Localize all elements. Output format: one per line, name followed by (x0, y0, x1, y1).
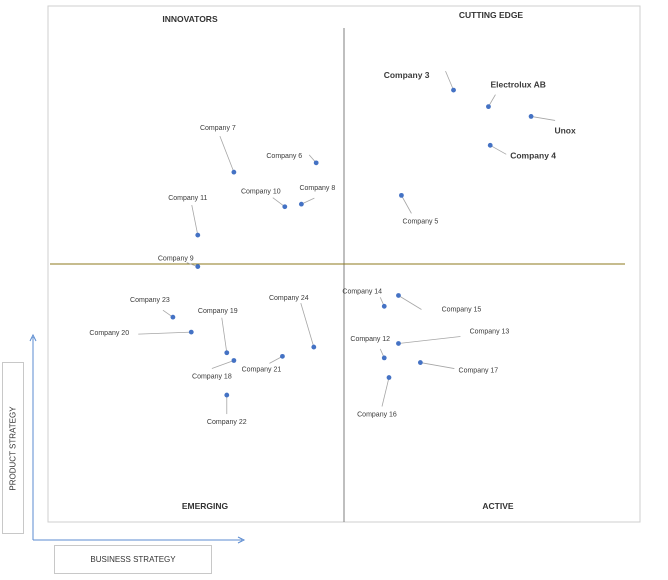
leader-line-company-10 (272, 197, 286, 208)
data-label-company-14: Company 14 (342, 288, 382, 295)
data-label-company-5: Company 5 (403, 218, 439, 225)
data-point-company-4 (487, 142, 493, 148)
data-label-company-11: Company 11 (168, 195, 207, 202)
data-point-company-3 (451, 87, 456, 93)
data-point-company-13 (396, 341, 401, 346)
data-point-company-9 (195, 264, 201, 269)
data-label-company-17: Company 17 (459, 368, 499, 375)
data-point-company-20 (188, 329, 194, 335)
data-label-company-4: Company 4 (510, 150, 556, 160)
data-label-company-3: Company 3 (384, 70, 430, 80)
quadrant-label-active: ACTIVE (482, 501, 514, 511)
leader-line-company-24 (300, 302, 315, 348)
data-label-electrolux-ab: Electrolux AB (490, 80, 545, 90)
data-point-company-17 (417, 360, 423, 365)
data-point-company-8 (298, 201, 304, 207)
data-label-company-22: Company 22 (207, 419, 247, 426)
y-axis-label: PRODUCT STRATEGY (8, 405, 18, 491)
leader-line-company-11 (191, 205, 199, 236)
leader-line-company-3 (445, 70, 454, 91)
leader-line-company-4 (490, 144, 507, 155)
data-label-company-16: Company 16 (357, 412, 397, 419)
leader-line-company-20 (138, 331, 192, 335)
data-point-company-18 (231, 358, 237, 363)
leader-line-company-16 (381, 377, 390, 407)
data-label-company-12: Company 12 (350, 336, 390, 343)
data-label-company-8: Company 8 (299, 185, 335, 192)
quadrant-label-cutting-edge: CUTTING EDGE (459, 10, 524, 20)
data-point-company-10 (282, 204, 288, 210)
data-label-company-24: Company 24 (269, 295, 309, 302)
data-point-company-21 (280, 353, 285, 359)
data-point-company-7 (231, 169, 237, 175)
data-label-company-23: Company 23 (130, 297, 170, 304)
x-axis-arrowhead (237, 536, 246, 544)
data-point-company-5 (399, 192, 404, 198)
data-point-company-12 (381, 355, 387, 361)
data-label-company-18: Company 18 (192, 373, 232, 380)
y-axis-arrowhead (29, 333, 37, 342)
data-label-company-6: Company 6 (266, 153, 302, 160)
points-layer: Company 3 Electrolux AB Unox Company 4 Compa… (89, 70, 576, 426)
data-label-company-7: Company 7 (200, 125, 236, 132)
data-label-company-9: Company 9 (158, 256, 194, 263)
data-label-company-20: Company 20 (89, 330, 129, 337)
y-axis-label-box: PRODUCT STRATEGY (2, 362, 24, 534)
data-label-company-21: Company 21 (242, 366, 282, 373)
x-axis-label-box: BUSINESS STRATEGY (54, 545, 212, 574)
leader-line-company-5 (401, 195, 412, 214)
data-point-company-15 (396, 293, 401, 298)
data-point-company-6 (313, 160, 319, 166)
quadrant-label-emerging: EMERGING (182, 501, 229, 511)
quadrant-label-innovators: INNOVATORS (162, 14, 218, 24)
data-point-company-24 (311, 344, 317, 350)
leader-line-company-7 (219, 136, 235, 173)
data-point-company-16 (386, 375, 392, 380)
data-label-company-15: Company 15 (442, 306, 482, 313)
data-label-unox: Unox (554, 125, 576, 135)
data-label-company-19: Company 19 (198, 308, 238, 315)
data-point-company-23 (170, 314, 176, 320)
data-point-unox (528, 114, 534, 119)
leader-line-company-18 (211, 360, 235, 369)
data-point-company-22 (224, 392, 230, 398)
leader-line-unox (531, 116, 556, 121)
data-point-electrolux-ab (486, 104, 491, 110)
x-axis-label: BUSINESS STRATEGY (90, 555, 176, 564)
leader-line-company-17 (420, 362, 455, 369)
data-point-company-19 (224, 350, 230, 356)
data-point-company-14 (381, 303, 387, 309)
leader-line-company-13 (398, 336, 461, 344)
data-label-company-10: Company 10 (241, 189, 281, 196)
data-point-company-11 (195, 232, 201, 238)
leader-line-company-21 (269, 356, 283, 364)
leader-line-company-15 (398, 295, 422, 310)
data-label-company-13: Company 13 (470, 328, 510, 335)
leader-line-company-19 (221, 317, 228, 353)
